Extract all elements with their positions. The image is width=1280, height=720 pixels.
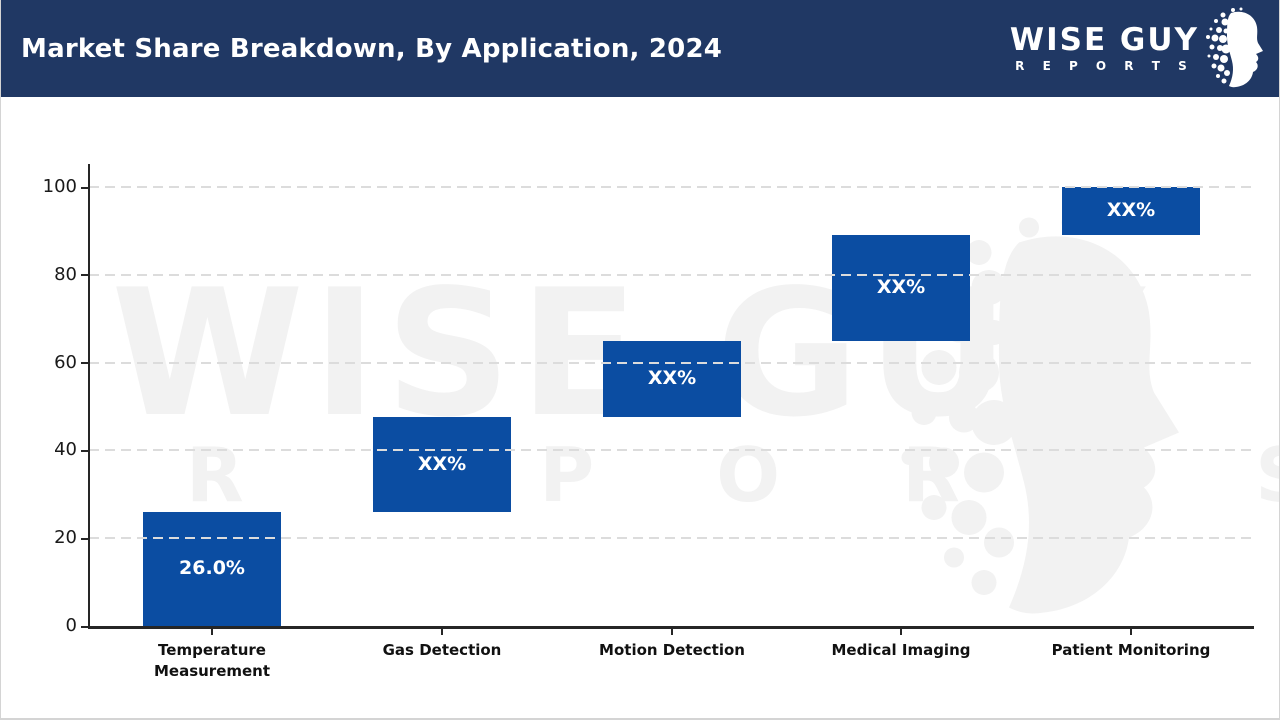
category-label: Gas Detection [382,641,502,659]
gridline [89,186,1254,188]
y-tick-label: 0 [65,615,77,636]
bar-value-label: XX% [417,452,467,475]
y-axis-tick [81,274,89,277]
y-axis-line [88,164,90,628]
x-axis-tick [900,628,902,635]
bar-motion-detection [603,340,741,418]
x-axis-tick [1130,628,1132,635]
chart-plot-area: 0 20 40 60 80 100 26.0% Temperature Measurement… [1,97,1279,718]
bar-value-label: XX% [876,275,926,298]
brand-logo-text: WISE GUY R E P O R T S [1010,24,1199,73]
category-label: Temperature Measurement [153,641,271,680]
x-axis-tick [211,628,213,635]
y-tick-label: 60 [54,351,77,373]
y-axis-tick [81,625,89,628]
page-title: Market Share Breakdown, By Application, … [21,33,723,64]
category-label: Medical Imaging [831,641,971,659]
brand-name: WISE GUY [1009,22,1199,59]
gridline [89,273,1254,276]
y-axis-tick [81,449,89,452]
y-axis-tick [81,186,89,189]
header: Market Share Breakdown, By Application, … [1,0,1279,97]
brand-logo: WISE GUY R E P O R T S [1010,7,1263,91]
x-axis-line [88,626,1254,629]
bar-medical-imaging [832,235,970,341]
x-axis-tick [441,628,443,635]
y-tick-label: 100 [42,176,77,197]
bar-value-label: 26.0% [179,556,245,579]
x-axis-tick [671,628,673,635]
y-axis-tick [81,362,89,365]
bar-value-label: XX% [1106,199,1156,222]
category-label: Motion Detection [599,641,745,659]
y-tick-label: 40 [54,439,77,461]
bar-temperature-measurement [143,511,281,626]
y-tick-label: 80 [54,263,77,285]
brand-face-icon [1206,7,1263,87]
y-axis-tick [81,537,89,540]
brand-subtitle: R E P O R T S [1015,58,1194,73]
bar-value-label: XX% [647,367,697,390]
bar-patient-monitoring [1062,187,1200,236]
bar-gas-detection [373,417,511,512]
gridline [89,449,1254,452]
category-label: Patient Monitoring [1051,641,1211,659]
gridline [89,537,1254,540]
chart-canvas: WISE GUY R E P O R T S 02040608010026.0%… [1,97,1279,718]
gridline [89,361,1254,364]
y-tick-label: 20 [54,527,77,549]
